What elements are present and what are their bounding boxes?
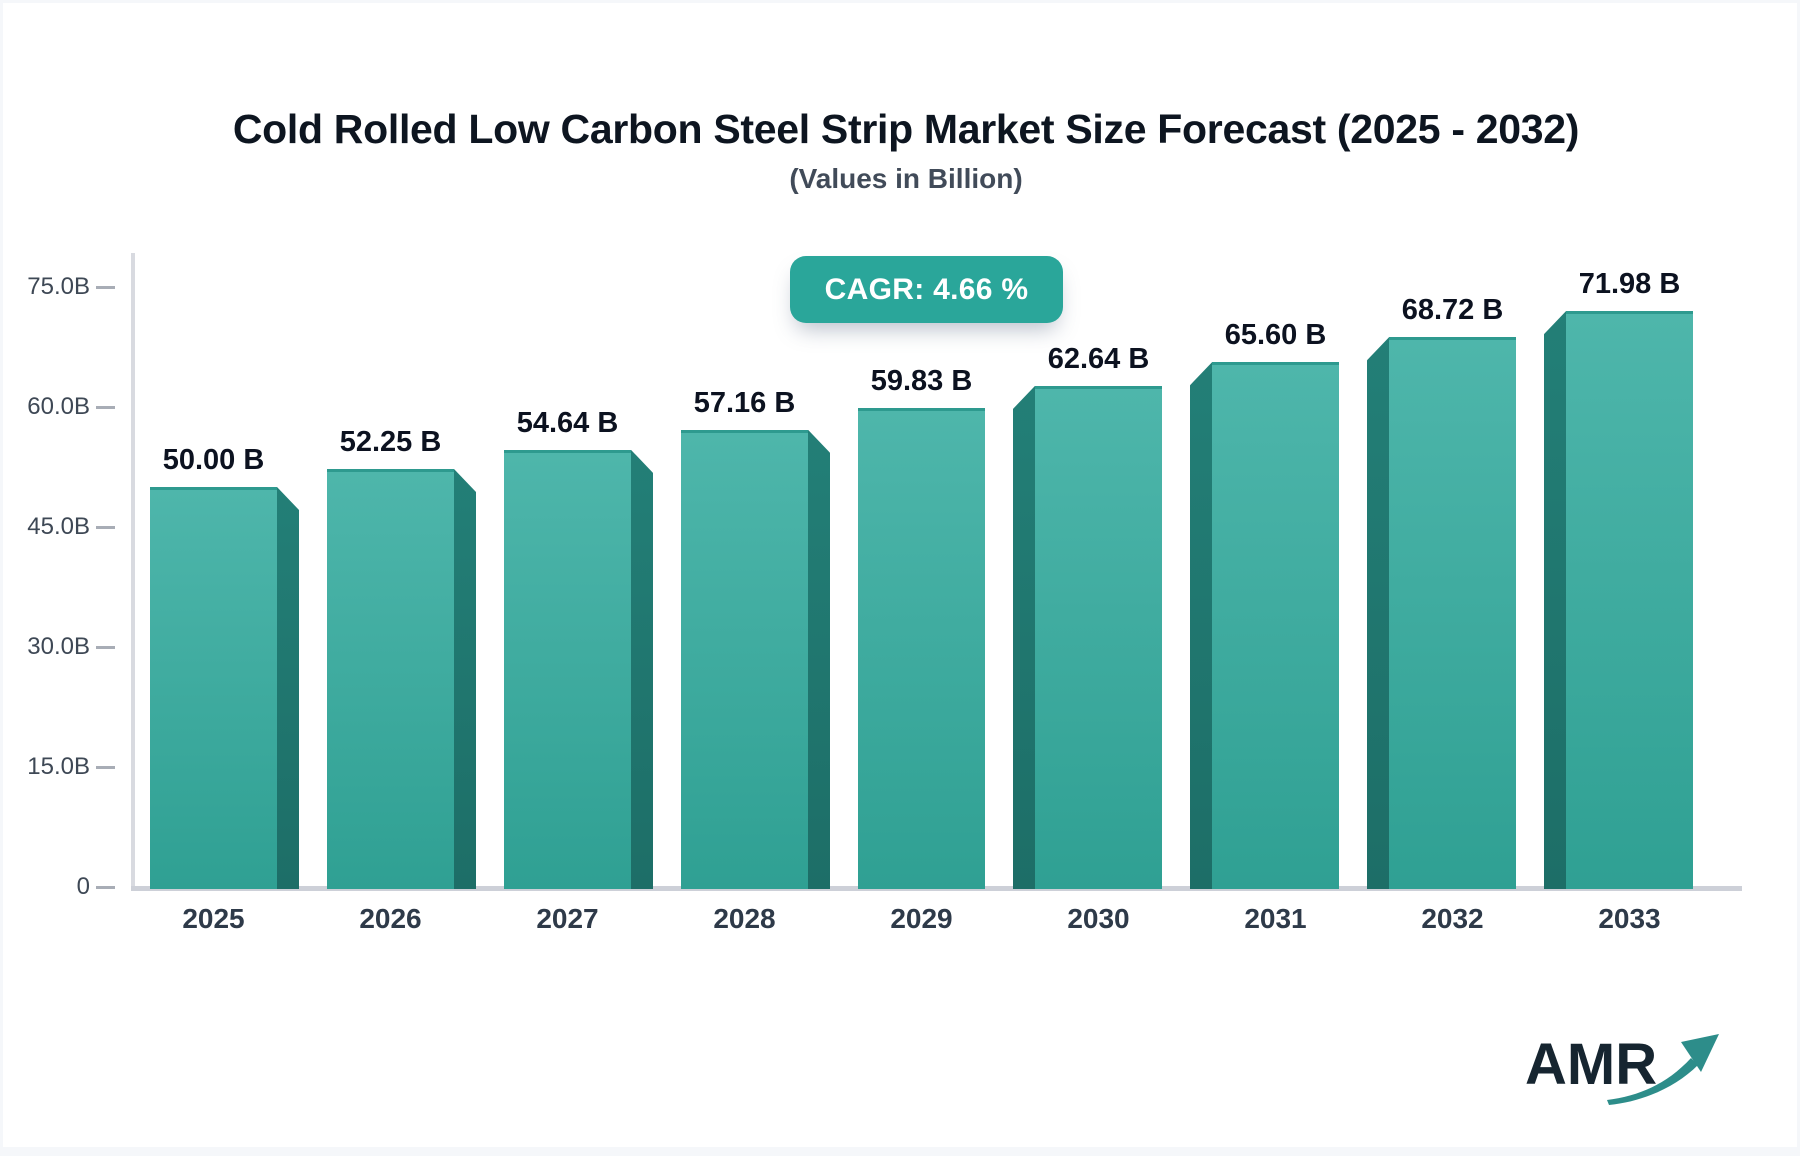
cagr-badge: CAGR: 4.66 %: [790, 256, 1063, 323]
x-axis-label-2029: 2029: [890, 903, 953, 934]
bar-side-2033: [1544, 311, 1566, 889]
y-tick-label: 45.0B: [27, 513, 90, 540]
bar-2031: [1212, 362, 1339, 889]
bar-side-2032: [1367, 337, 1389, 889]
x-axis-label-2027: 2027: [536, 903, 599, 934]
bar-value-label-2033: 71.98 B: [1578, 268, 1681, 301]
bar-side-2030: [1013, 385, 1035, 889]
y-tick-dash: [96, 766, 115, 769]
bar-value-label-2030: 62.64 B: [1047, 342, 1150, 375]
x-axis-label-2026: 2026: [359, 903, 422, 934]
bar-value-label-2031: 65.60 B: [1224, 319, 1327, 352]
bar-2033: [1566, 311, 1693, 889]
y-tick-label: 75.0B: [27, 273, 90, 300]
growth-arrow-icon: [1607, 1034, 1719, 1105]
bar-side-2026: [454, 469, 476, 889]
bar-side-2028: [808, 429, 830, 889]
y-tick-dash: [96, 406, 115, 409]
chart-title: Cold Rolled Low Carbon Steel Strip Marke…: [232, 106, 1580, 152]
cagr-badge-label: CAGR: 4.66 %: [824, 272, 1029, 306]
bar-2026: [327, 469, 454, 889]
bar-value-label-2028: 57.16 B: [693, 386, 796, 419]
chart-subtitle: (Values in Billion): [789, 163, 1023, 194]
x-axis-label-2032: 2032: [1421, 903, 1484, 934]
y-tick-dash: [96, 286, 115, 289]
y-tick-label: 30.0B: [27, 633, 90, 660]
bar-2030: [1035, 385, 1162, 889]
amr-logo: AMR: [1525, 1032, 1719, 1114]
bar-side-2031: [1190, 362, 1212, 889]
bar-value-label-2026: 52.25 B: [339, 426, 442, 458]
bar-2027: [504, 449, 631, 889]
bar-side-2027: [631, 449, 653, 889]
bar-value-label-2032: 68.72 B: [1401, 294, 1504, 327]
y-axis-line: [131, 253, 135, 891]
x-axis-label-2033: 2033: [1598, 903, 1661, 934]
amr-logo-text: AMR: [1525, 1032, 1658, 1097]
bar-side-2025: [277, 487, 299, 889]
bar-value-label-2025: 50.00 B: [162, 444, 265, 476]
bar-2028: [681, 429, 808, 889]
bar-2029: [858, 408, 985, 889]
y-tick-label: 15.0B: [27, 753, 90, 780]
y-tick-dash: [96, 526, 115, 529]
x-axis-label-2028: 2028: [713, 903, 776, 934]
x-axis-label-2025: 2025: [182, 903, 245, 934]
y-tick-dash: [96, 886, 115, 889]
x-axis-label-2030: 2030: [1067, 903, 1130, 934]
bar-2032: [1389, 337, 1516, 889]
bar-value-label-2027: 54.64 B: [516, 406, 619, 439]
y-tick-label: 0: [76, 873, 90, 900]
x-axis-label-2031: 2031: [1244, 903, 1307, 934]
bar-value-label-2029: 59.83 B: [870, 365, 973, 398]
y-tick-dash: [96, 646, 115, 649]
y-tick-label: 60.0B: [27, 393, 90, 420]
bar-2025: [150, 487, 277, 889]
